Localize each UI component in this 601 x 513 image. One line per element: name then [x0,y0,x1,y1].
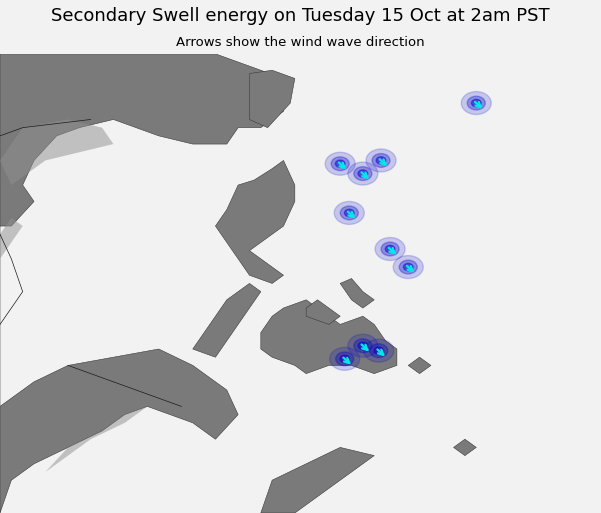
Circle shape [335,160,345,167]
Circle shape [354,339,372,352]
Circle shape [366,149,396,172]
Circle shape [340,355,350,363]
Circle shape [340,206,358,220]
Circle shape [348,162,378,185]
Circle shape [381,242,399,256]
Circle shape [331,157,349,171]
Circle shape [461,92,491,114]
Circle shape [467,96,485,110]
Circle shape [403,263,413,271]
Circle shape [385,245,395,253]
Circle shape [471,100,481,107]
Text: Arrows show the wind wave direction: Arrows show the wind wave direction [176,35,425,49]
Circle shape [370,344,388,358]
Circle shape [334,202,364,224]
Circle shape [372,153,390,167]
Text: Secondary Swell energy on Tuesday 15 Oct at 2am PST: Secondary Swell energy on Tuesday 15 Oct… [51,7,550,25]
Circle shape [374,347,383,354]
Circle shape [344,209,354,216]
Circle shape [358,170,368,177]
Circle shape [348,334,378,357]
Circle shape [364,339,394,362]
Circle shape [393,255,423,279]
Circle shape [376,157,386,164]
Circle shape [375,238,405,261]
Circle shape [325,152,355,175]
Circle shape [354,167,372,181]
Circle shape [399,260,417,274]
Circle shape [358,342,368,349]
Circle shape [336,352,354,366]
Circle shape [330,347,360,370]
